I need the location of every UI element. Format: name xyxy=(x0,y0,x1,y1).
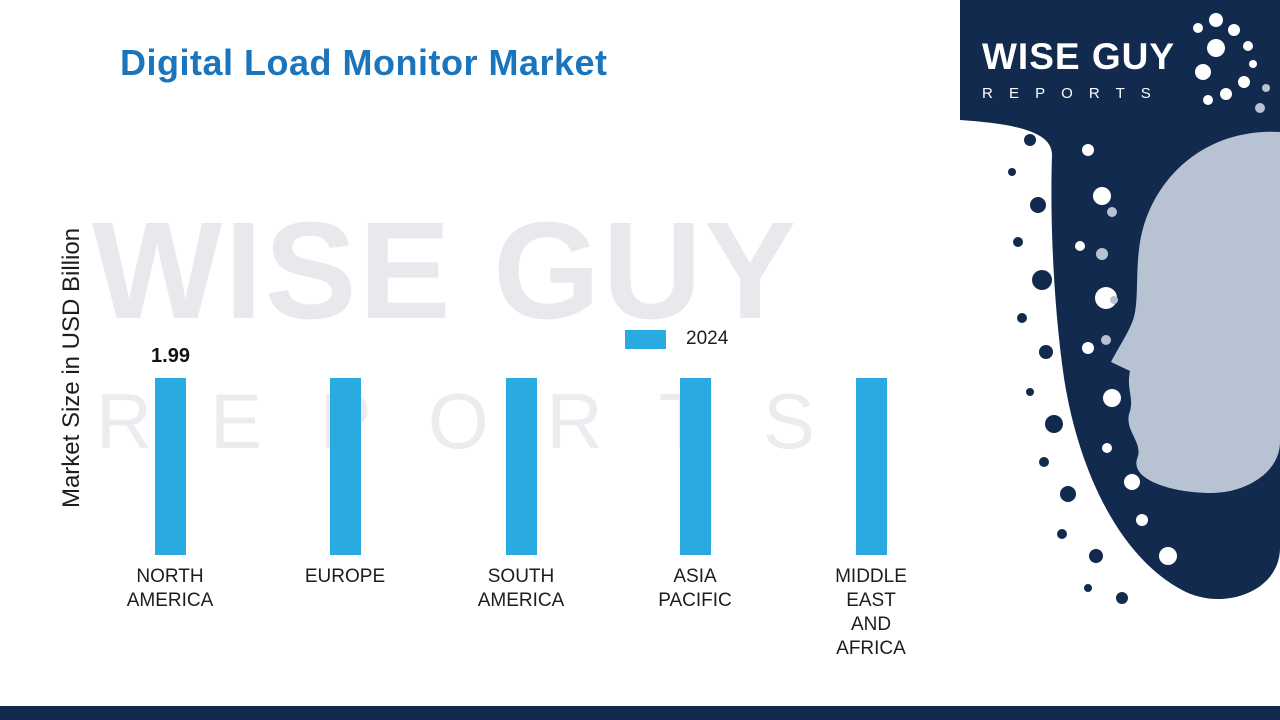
dot-pattern-light xyxy=(1096,84,1270,345)
legend-swatch-icon xyxy=(625,329,666,349)
footer-bar xyxy=(0,706,1280,720)
category-label-north-america: NORTH AMERICA xyxy=(126,566,214,611)
dot-pattern-white xyxy=(1075,13,1257,565)
category-label-europe: EUROPE xyxy=(304,566,386,587)
y-axis-label: Market Size in USD Billion xyxy=(58,227,85,509)
bar-south-america xyxy=(506,378,537,555)
legend-label: 2024 xyxy=(686,328,729,349)
bar-europe xyxy=(330,378,361,555)
chart-title: Digital Load Monitor Market xyxy=(120,42,608,83)
legend: 2024 xyxy=(625,328,728,350)
category-label-asia-pacific: ASIA PACIFIC xyxy=(658,566,732,611)
bar-middle-east-africa xyxy=(856,378,887,555)
bar-north-america xyxy=(155,378,186,555)
face-silhouette xyxy=(1111,131,1280,494)
logo-wordmark: WISE GUY xyxy=(982,36,1176,77)
brand-face-art xyxy=(960,0,1280,604)
logo: WISE GUY R E P O R T S xyxy=(982,38,1175,102)
watermark-wordmark: WISE GUY xyxy=(92,194,799,348)
dot-pattern-navy xyxy=(1008,134,1128,604)
category-label-south-america: SOUTH AMERICA xyxy=(477,566,565,611)
logo-reports-label: R E P O R T S xyxy=(982,85,1157,102)
category-label-middle-east-africa: MIDDLE EAST AND AFRICA xyxy=(835,566,907,659)
bar-value-label: 1.99 xyxy=(151,345,190,367)
watermark-reports: R E P O R T S xyxy=(96,377,833,465)
bar-asia-pacific xyxy=(680,378,711,555)
